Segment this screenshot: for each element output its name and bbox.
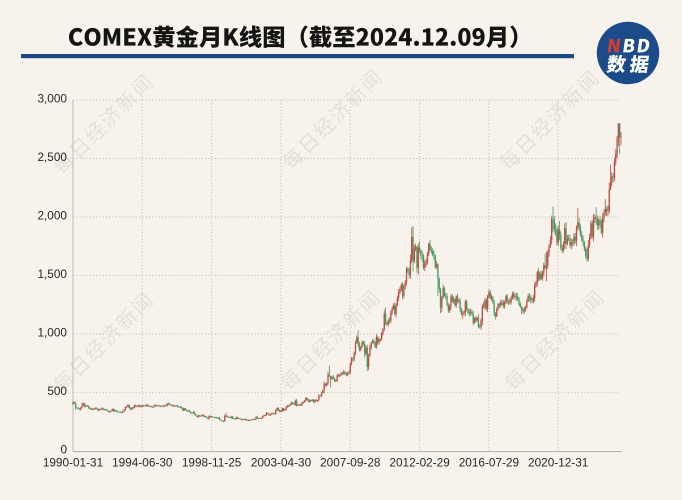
svg-text:2020-12-31: 2020-12-31	[528, 456, 588, 470]
svg-text:0: 0	[60, 443, 67, 457]
svg-text:1,000: 1,000	[37, 326, 67, 340]
svg-text:2,500: 2,500	[37, 150, 67, 164]
svg-text:1994-06-30: 1994-06-30	[112, 456, 173, 470]
svg-text:2003-04-30: 2003-04-30	[251, 456, 312, 470]
svg-text:3,000: 3,000	[37, 92, 67, 106]
svg-text:2007-09-28: 2007-09-28	[320, 456, 381, 470]
svg-text:1,500: 1,500	[37, 267, 67, 281]
svg-text:2012-02-29: 2012-02-29	[389, 456, 449, 470]
svg-text:2,000: 2,000	[37, 209, 67, 223]
svg-text:1990-01-31: 1990-01-31	[43, 456, 103, 470]
svg-text:1998-11-25: 1998-11-25	[182, 456, 242, 470]
svg-text:500: 500	[47, 384, 67, 398]
svg-text:2016-07-29: 2016-07-29	[459, 456, 519, 470]
